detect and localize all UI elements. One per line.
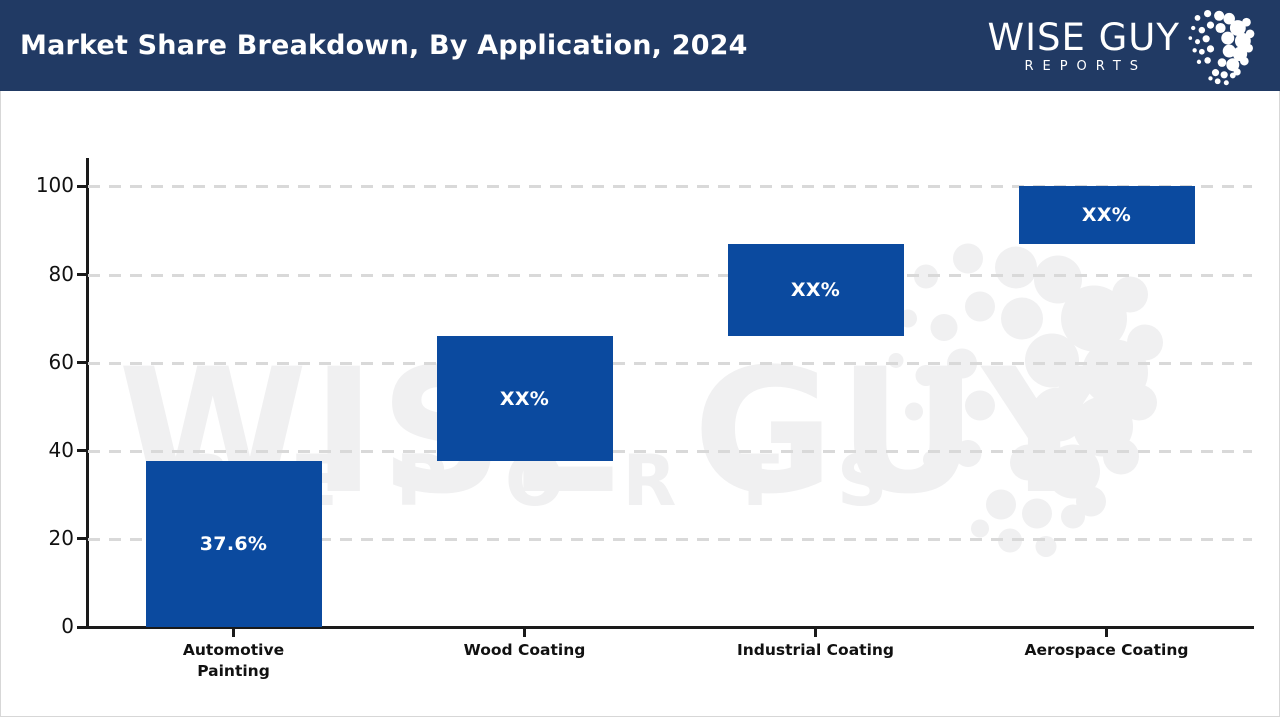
- x-tick-mark: [1105, 629, 1108, 637]
- x-tick-mark: [232, 629, 235, 637]
- gridline: [88, 361, 1252, 365]
- bar-label: 37.6%: [199, 533, 268, 556]
- bar: XX%: [727, 243, 904, 337]
- y-tick-mark: [77, 537, 86, 541]
- gridline: [88, 537, 1252, 541]
- y-tick-label: 100: [35, 173, 74, 198]
- bar-label: XX%: [499, 387, 550, 410]
- brand-subname: REPORTS: [1024, 58, 1148, 74]
- x-axis-line: [86, 626, 1254, 629]
- y-tick-mark: [77, 449, 86, 453]
- x-axis-label: Industrial Coating: [736, 641, 895, 659]
- bar: XX%: [436, 336, 613, 462]
- x-axis-label: Aerospace Coating: [1024, 641, 1189, 659]
- brand-name: WISE GUY: [987, 15, 1180, 59]
- gridline: [88, 449, 1252, 453]
- y-tick-label: 60: [48, 349, 74, 374]
- gridline: [88, 273, 1252, 277]
- y-tick-label: 20: [48, 525, 74, 550]
- y-axis-line: [86, 158, 89, 629]
- gridline: [88, 185, 1252, 189]
- y-tick-label: 80: [48, 261, 74, 286]
- brand-logo-text: WISE GUY REPORTS: [988, 19, 1180, 73]
- y-tick-mark: [77, 625, 86, 629]
- y-tick-mark: [77, 361, 86, 365]
- x-tick-mark: [523, 629, 526, 637]
- y-tick-label: 40: [48, 437, 74, 462]
- brand-logo: WISE GUY REPORTS: [988, 6, 1258, 86]
- dotted-face-icon: [1188, 9, 1255, 85]
- x-tick-mark: [814, 629, 817, 637]
- page-title: Market Share Breakdown, By Application, …: [20, 30, 748, 61]
- x-axis-label: Wood Coating: [463, 641, 586, 659]
- y-tick-label: 0: [61, 614, 74, 638]
- header-bar: Market Share Breakdown, By Application, …: [0, 0, 1280, 91]
- bar-label: XX%: [1081, 204, 1132, 227]
- x-axis-label: Automotive Painting: [182, 641, 285, 680]
- bar: XX%: [1018, 186, 1195, 244]
- y-tick-mark: [77, 273, 86, 277]
- y-tick-mark: [77, 184, 86, 188]
- bar-label: XX%: [790, 278, 841, 301]
- bar: 37.6%: [145, 461, 322, 627]
